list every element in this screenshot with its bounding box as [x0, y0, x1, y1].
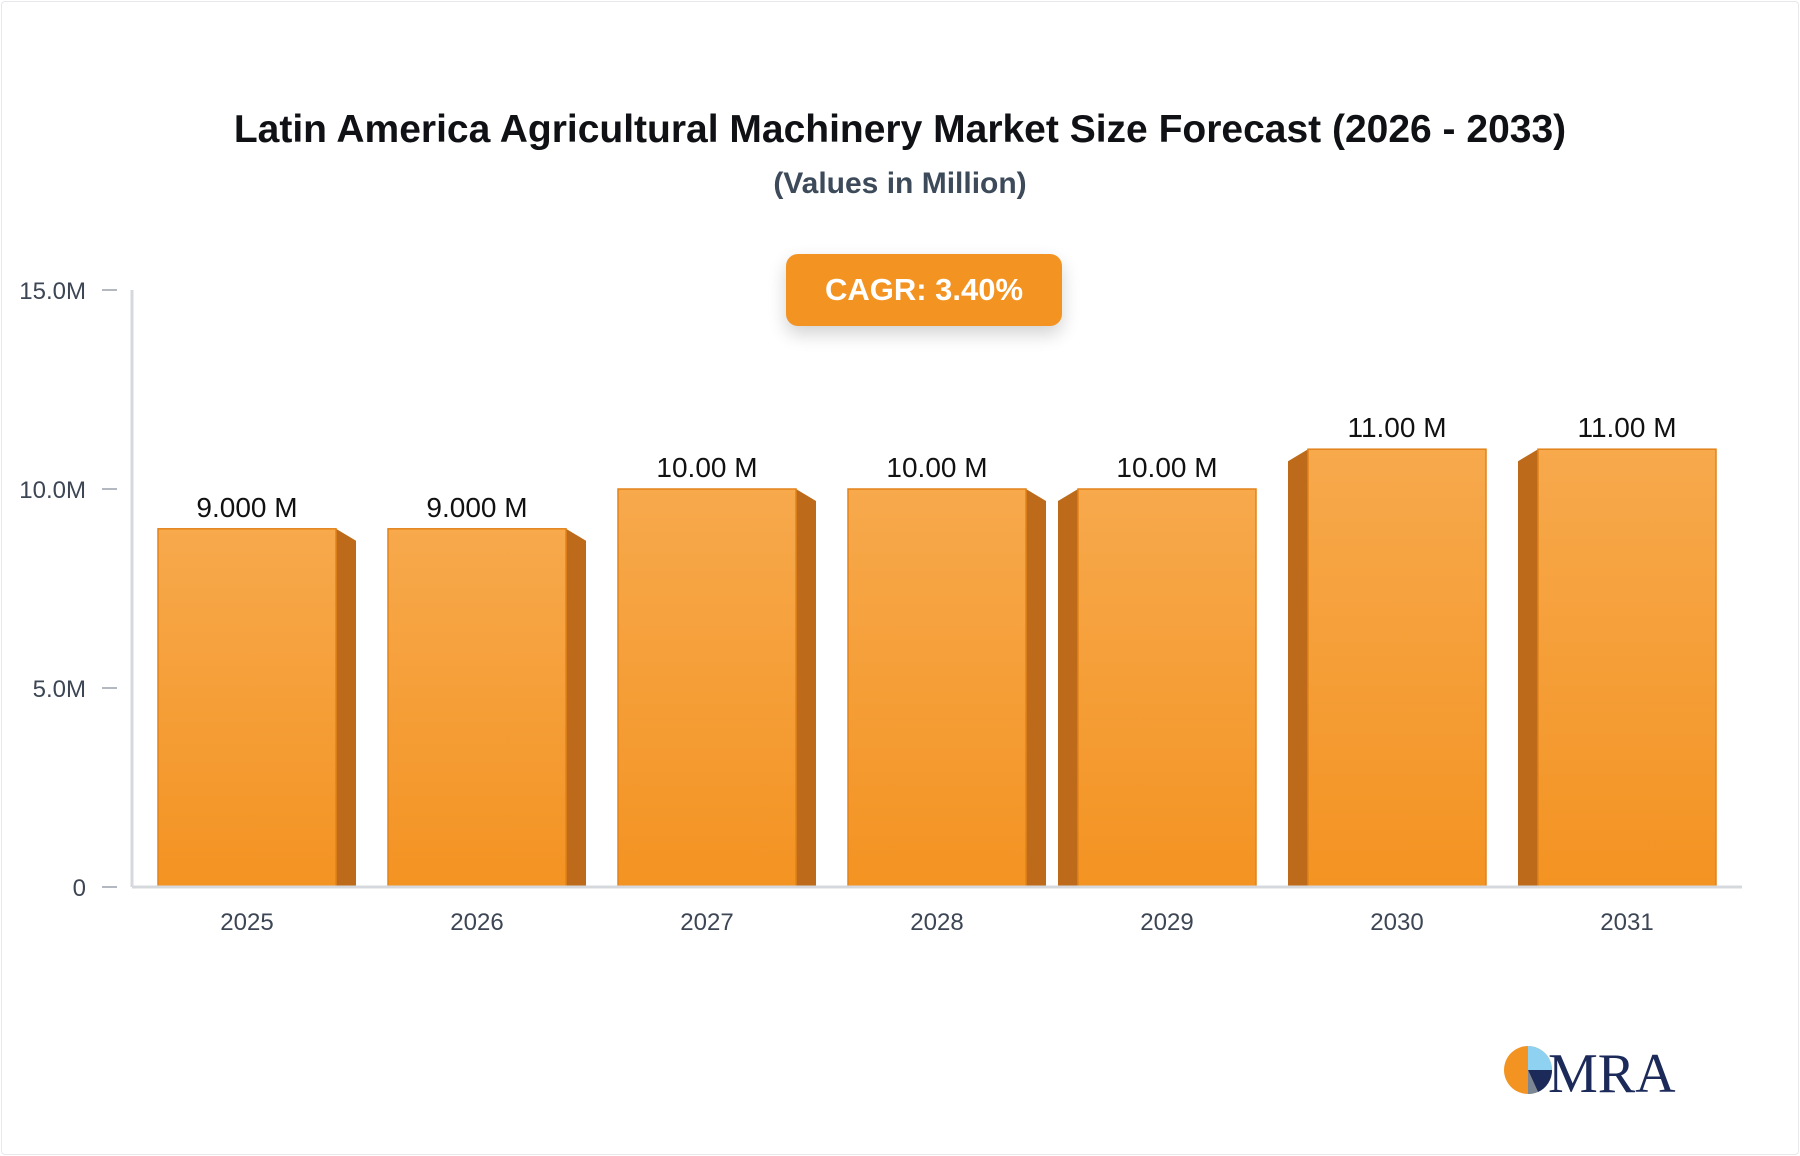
mra-logo-text: MRA: [1548, 1043, 1676, 1098]
bar-side-2028: [1026, 489, 1046, 887]
mra-logo: MRA: [1502, 1036, 1702, 1105]
mra-logo-icon: MRA: [1504, 1043, 1676, 1105]
x-tick-label-2026: 2026: [450, 909, 503, 936]
bar-side-2029: [1058, 489, 1078, 887]
bar-2028: [847, 488, 1027, 888]
y-tick-label-1: 5.0M: [33, 676, 86, 703]
data-label-2030: 11.00 M: [1347, 412, 1446, 443]
bar-2031: [1537, 448, 1717, 888]
bar-2030: [1307, 448, 1487, 888]
data-label-2029: 10.00 M: [1116, 452, 1217, 483]
axis-layer: 2025 2026 2027 2028 2029 2030 2031 0 5.0M 10.0M 15…: [19, 278, 1742, 936]
bar-2029: [1077, 488, 1257, 888]
chart-title: Latin America Agricultural Machinery Mar…: [233, 108, 1567, 151]
x-tick-label-2028: 2028: [910, 909, 963, 936]
chart-subtitle: (Values in Million): [773, 167, 1027, 200]
cagr-badge: CAGR: 3.40%: [786, 254, 1062, 326]
bar-2025: [157, 528, 337, 888]
x-tick-label-2025: 2025: [220, 909, 273, 936]
bar-side-2026: [566, 528, 586, 887]
bar-side-2025: [336, 528, 356, 887]
bar-2026: [387, 528, 567, 888]
bar-side-2027: [796, 489, 816, 887]
data-label-2027: 10.00 M: [656, 452, 757, 483]
x-tick-label-2030: 2030: [1370, 909, 1423, 936]
x-tick-label-2027: 2027: [680, 909, 733, 936]
bars-layer: 9.000 M 9.000 M 10.00 M 10.00 M 10.00 M 11.00…: [157, 412, 1717, 888]
y-tick-label-3: 15.0M: [19, 278, 86, 305]
y-tick-label-2: 10.0M: [19, 477, 86, 504]
data-label-2031: 11.00 M: [1577, 412, 1676, 443]
x-tick-label-2029: 2029: [1140, 909, 1193, 936]
bar-side-2030: [1288, 449, 1308, 887]
data-label-2028: 10.00 M: [886, 452, 987, 483]
bar-2027: [617, 488, 797, 888]
bar-side-2031: [1518, 449, 1538, 887]
data-label-2026: 9.000 M: [426, 492, 527, 523]
x-tick-label-2031: 2031: [1600, 909, 1653, 936]
y-tick-label-0: 0: [73, 875, 86, 902]
data-label-2025: 9.000 M: [196, 492, 297, 523]
